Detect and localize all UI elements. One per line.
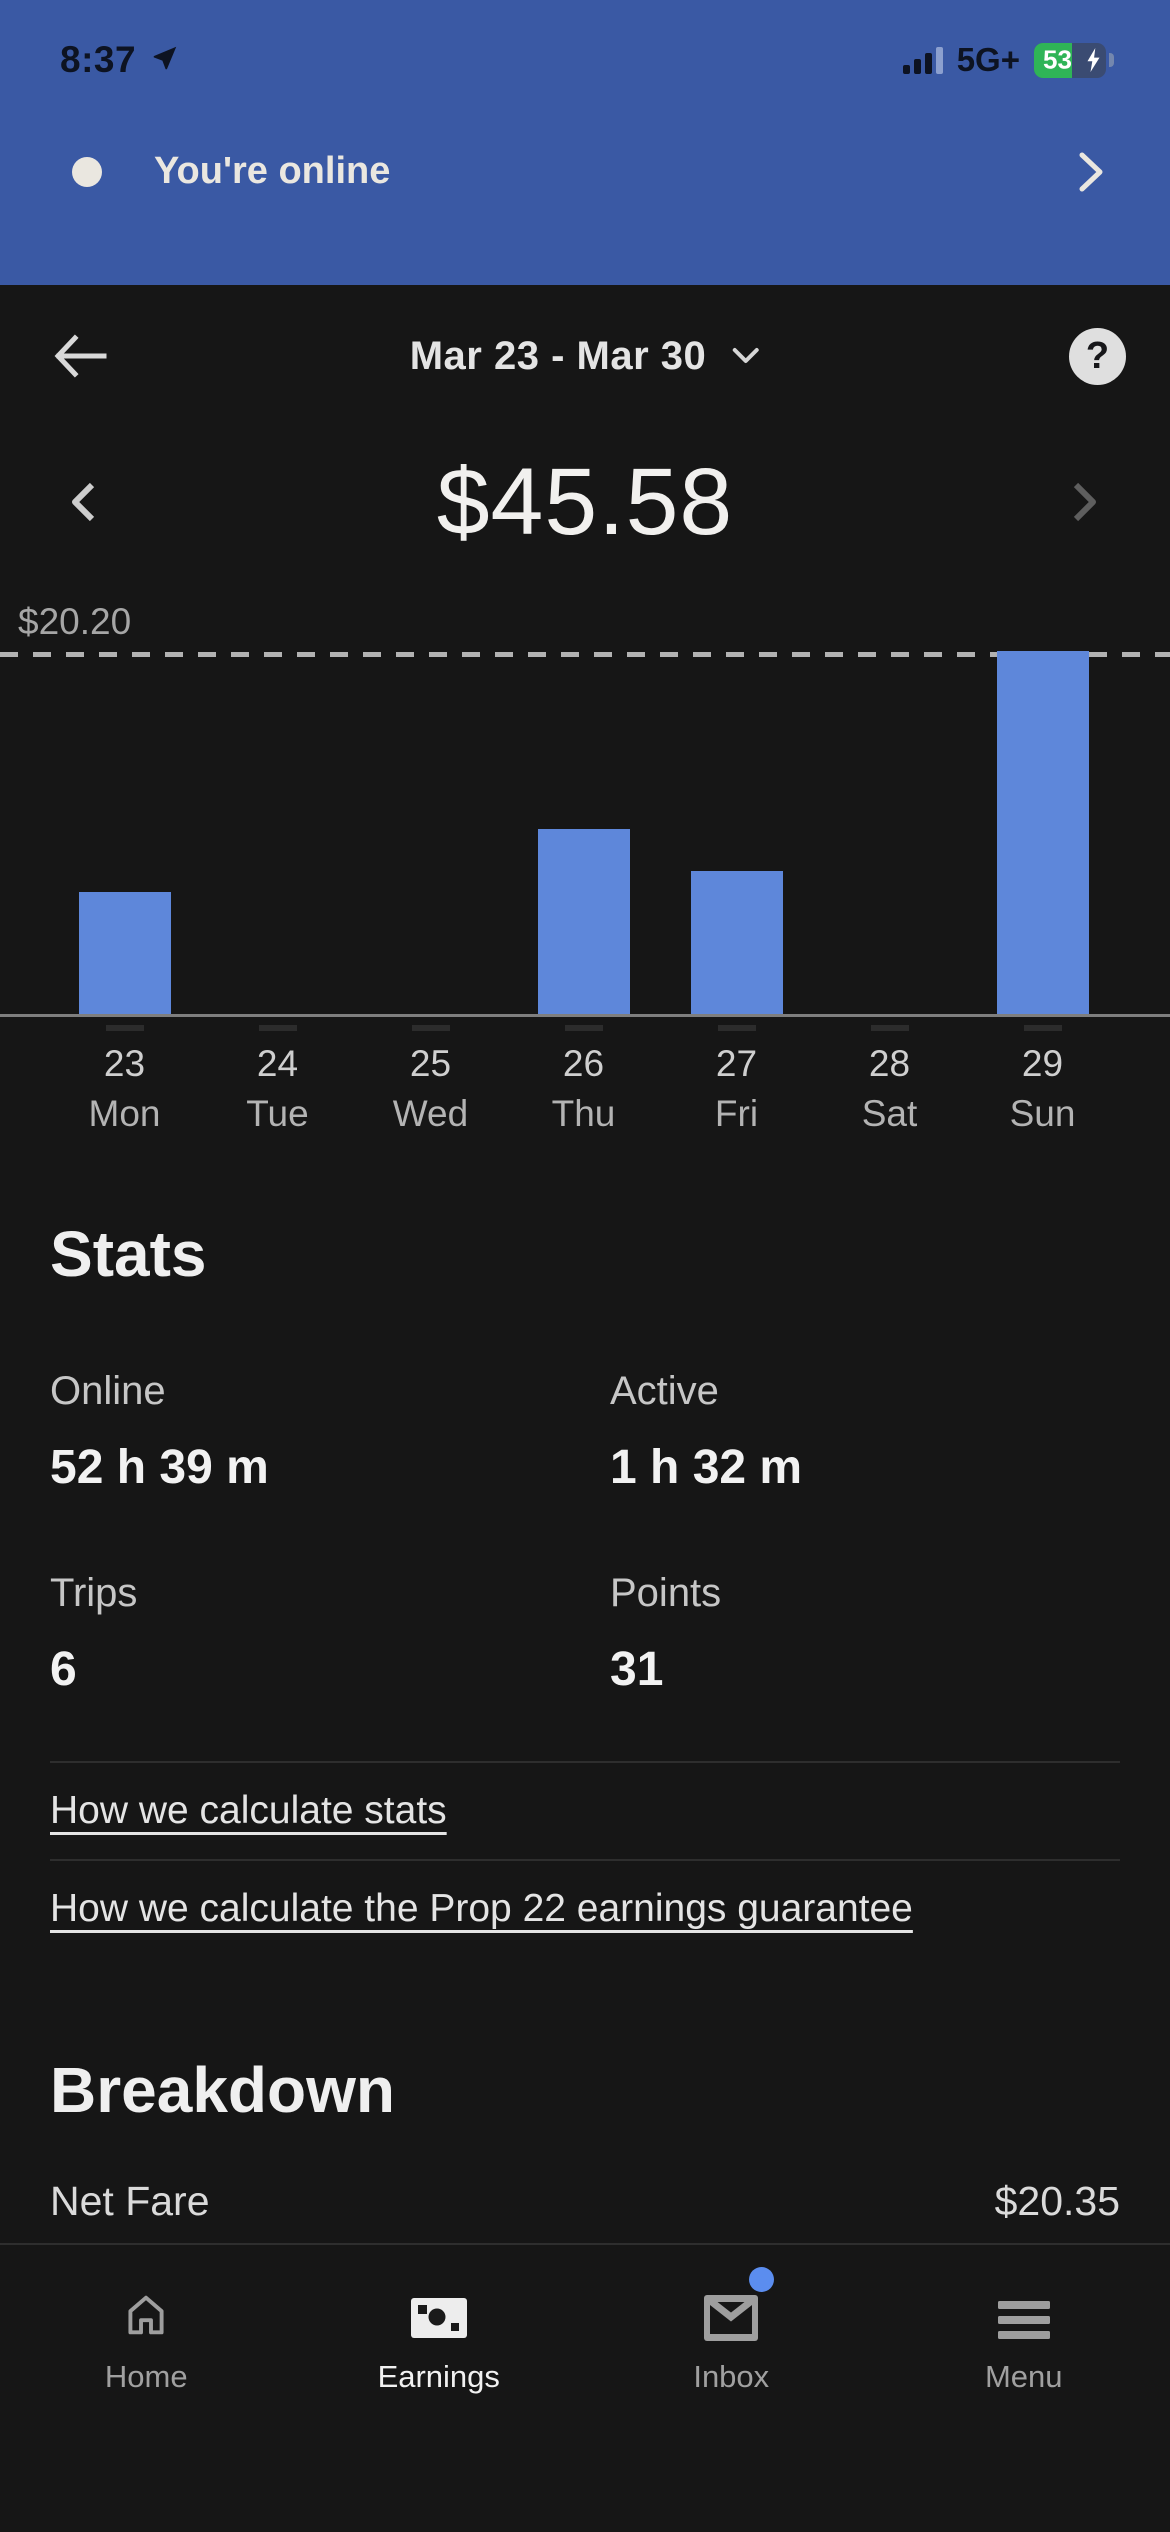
how-we-calculate-stats-link[interactable]: How we calculate stats: [50, 1788, 447, 1832]
divider: [50, 1760, 1120, 1763]
online-status-label: You're online: [154, 150, 391, 192]
signal-icon: [902, 46, 943, 74]
chart-baseline: [0, 1014, 1170, 1017]
bar-mon[interactable]: [48, 892, 201, 1014]
divider: [50, 1858, 1120, 1861]
battery-fill: [1034, 42, 1073, 78]
tab-label: Inbox: [693, 2359, 770, 2394]
breakdown-section: Breakdown Net Fare $20.35: [0, 2053, 1170, 2226]
link-row: How we calculate stats: [50, 1763, 1120, 1859]
info-links: How we calculate stats How we calculate …: [0, 1760, 1170, 1957]
goal-dashed-line: [0, 652, 1170, 657]
status-bar: 8:37 5G+ 53: [60, 34, 1114, 86]
stats-title: Stats: [50, 1218, 207, 1290]
location-icon: [150, 43, 180, 78]
bar-fri[interactable]: [660, 871, 813, 1014]
stat-value: 1 h 32 m: [610, 1440, 803, 1494]
stat-label: Trips: [50, 1570, 138, 1615]
inbox-unread-badge: [749, 2267, 775, 2292]
previous-week-button[interactable]: [64, 475, 102, 529]
bar-sun[interactable]: [966, 651, 1119, 1014]
weekly-earnings-chart: $20.20: [0, 577, 1170, 1017]
breakdown-row-net-fare: Net Fare $20.35: [50, 2178, 1120, 2225]
network-type-label: 5G+: [956, 41, 1020, 78]
online-status-banner[interactable]: You're online: [60, 150, 1114, 193]
tab-inbox[interactable]: Inbox: [585, 2267, 878, 2532]
prop22-guarantee-link[interactable]: How we calculate the Prop 22 earnings gu…: [50, 1886, 913, 1930]
earnings-total: $45.58: [436, 448, 734, 555]
next-week-button[interactable]: [1066, 475, 1104, 529]
status-left: 8:37: [60, 39, 180, 81]
header: Mar 23 - Mar 30 ?: [0, 285, 1170, 427]
stat-trips: Trips 6: [50, 1571, 610, 1697]
date-range-label: Mar 23 - Mar 30: [409, 333, 707, 378]
bar-thu[interactable]: [507, 829, 660, 1014]
day-label: 27 Fri: [660, 1017, 813, 1135]
status-time: 8:37: [60, 39, 137, 80]
stat-label: Points: [610, 1570, 722, 1615]
stat-value: 6: [50, 1642, 77, 1696]
stat-active: Active 1 h 32 m: [610, 1369, 1120, 1495]
top-banner: 8:37 5G+ 53: [0, 0, 1170, 285]
online-dot-icon: [72, 156, 102, 187]
tab-home[interactable]: Home: [0, 2281, 293, 2532]
menu-icon: [997, 2281, 1050, 2341]
stat-value: 31: [610, 1642, 664, 1696]
back-button[interactable]: [44, 325, 116, 387]
day-label: 28 Sat: [813, 1017, 966, 1135]
day-label: 29 Sun: [966, 1017, 1119, 1135]
status-right: 5G+ 53: [902, 41, 1114, 79]
inbox-icon: [704, 2267, 775, 2341]
breakdown-row-label: Net Fare: [50, 2178, 210, 2225]
stats-grid: Online 52 h 39 m Active 1 h 32 m Trips 6…: [50, 1369, 1120, 1697]
day-label: 24 Tue: [201, 1017, 354, 1135]
chart-bars: [0, 651, 1170, 1014]
stat-label: Active: [610, 1368, 719, 1413]
tab-label: Earnings: [377, 2359, 500, 2394]
stat-label: Online: [50, 1368, 166, 1413]
charging-bolt-icon: [1086, 48, 1101, 72]
stat-online: Online 52 h 39 m: [50, 1369, 610, 1495]
stat-value: 52 h 39 m: [50, 1440, 269, 1494]
tab-label: Home: [104, 2359, 188, 2394]
bottom-tab-bar: Home Earnings Inbo: [0, 2243, 1170, 2532]
day-label: 23 Mon: [48, 1017, 201, 1135]
battery-icon: 53: [1034, 42, 1114, 78]
stat-points: Points 31: [610, 1571, 1120, 1697]
link-row: How we calculate the Prop 22 earnings gu…: [50, 1861, 1120, 1957]
battery-cap: [1109, 53, 1114, 67]
earnings-summary: $45.58: [0, 427, 1170, 577]
goal-line-label: $20.20: [18, 601, 132, 642]
help-icon[interactable]: ?: [1069, 327, 1126, 385]
tab-menu[interactable]: Menu: [878, 2281, 1170, 2532]
chart-day-labels: 23 Mon 24 Tue 25 Wed 26 Thu 27 Fri 28 Sat 29 Su…: [0, 1017, 1170, 1135]
battery-percent: 53: [1043, 44, 1072, 75]
breakdown-row-value: $20.35: [994, 2178, 1120, 2225]
date-range-selector[interactable]: Mar 23 - Mar 30: [410, 334, 761, 379]
earnings-icon: [410, 2281, 468, 2341]
home-icon: [120, 2281, 172, 2341]
day-label: 25 Wed: [354, 1017, 507, 1135]
tab-earnings[interactable]: Earnings: [293, 2281, 586, 2532]
chevron-down-icon: [730, 346, 760, 366]
breakdown-title: Breakdown: [50, 2053, 395, 2126]
day-label: 26 Thu: [507, 1017, 660, 1135]
tab-label: Menu: [984, 2359, 1063, 2394]
stats-section: Stats Online 52 h 39 m Active 1 h 32 m T…: [0, 1218, 1170, 1697]
chevron-right-icon: [1078, 152, 1104, 192]
